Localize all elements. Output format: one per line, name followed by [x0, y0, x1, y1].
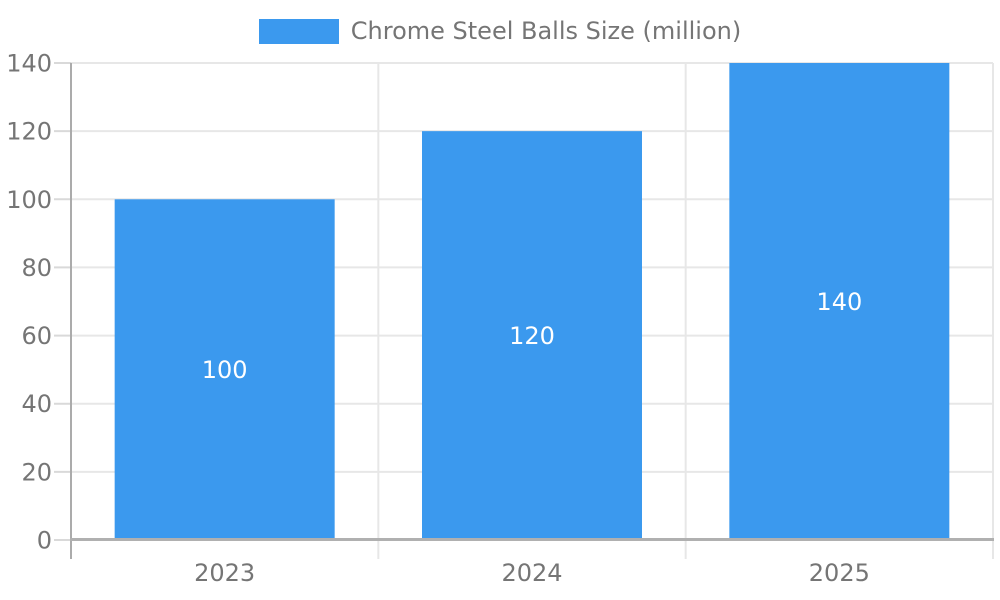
x-tick-label-2023: 2023	[194, 559, 255, 587]
x-tick-label-2024: 2024	[501, 559, 562, 587]
y-tick-label-40: 40	[21, 390, 52, 418]
x-tick-label-2025: 2025	[809, 559, 870, 587]
bar-value-label-2024: 120	[509, 322, 555, 350]
y-tick-label-100: 100	[6, 186, 52, 214]
y-tick-label-60: 60	[21, 322, 52, 350]
y-tick-label-0: 0	[37, 527, 52, 555]
y-tick-label-80: 80	[21, 254, 52, 282]
bar-2024	[422, 131, 642, 539]
y-tick-label-120: 120	[6, 118, 52, 146]
bar-value-label-2025: 140	[816, 288, 862, 316]
bar-2023	[114, 199, 335, 539]
bar-value-label-2023: 100	[202, 356, 248, 384]
bar-2025	[729, 63, 950, 539]
y-tick-label-140: 140	[6, 50, 52, 78]
y-tick-label-20: 20	[21, 458, 52, 486]
